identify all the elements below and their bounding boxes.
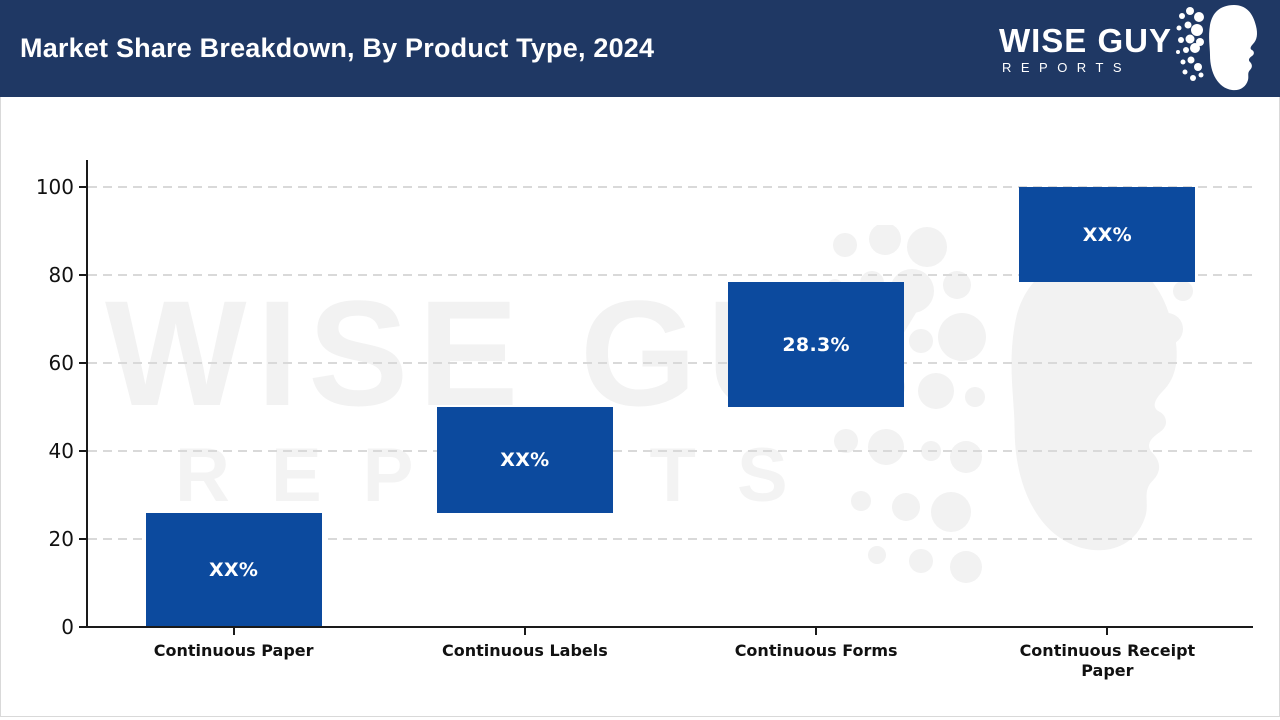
y-tick-mark-0 bbox=[79, 626, 87, 628]
y-tick-mark-80 bbox=[79, 274, 87, 276]
bar-value-label: 28.3% bbox=[782, 333, 850, 356]
bar-value-label: XX% bbox=[500, 448, 550, 471]
x-axis-line bbox=[86, 626, 1253, 628]
bar-value-label: XX% bbox=[209, 558, 259, 581]
gridline-20 bbox=[88, 538, 1253, 540]
gridline-60 bbox=[88, 362, 1253, 364]
page-title: Market Share Breakdown, By Product Type,… bbox=[20, 33, 655, 63]
header: Market Share Breakdown, By Product Type,… bbox=[0, 0, 1280, 97]
y-tick-mark-60 bbox=[79, 362, 87, 364]
bar-segment-3: XX% bbox=[1019, 187, 1196, 283]
x-tick-mark-3 bbox=[1106, 628, 1109, 635]
face-profile-dots-icon bbox=[1176, 4, 1257, 90]
x-category-label: Continuous Paper bbox=[153, 641, 314, 660]
logo-wordmark: WISE GUY bbox=[998, 21, 1172, 59]
logo-subtitle: REPORTS bbox=[1001, 59, 1132, 75]
y-tick-label-0: 0 bbox=[61, 615, 74, 639]
y-tick-label-80: 80 bbox=[48, 263, 74, 287]
bar-value-label: XX% bbox=[1082, 223, 1132, 246]
gridline-80 bbox=[88, 274, 1253, 276]
x-category-label: Continuous Receipt Paper bbox=[1019, 641, 1196, 680]
gridline-100 bbox=[88, 186, 1253, 188]
bar-segment-2: 28.3% bbox=[728, 282, 905, 407]
x-category-label: Continuous Forms bbox=[734, 641, 898, 660]
y-tick-label-20: 20 bbox=[48, 527, 74, 551]
x-tick-mark-2 bbox=[815, 628, 818, 635]
y-tick-mark-100 bbox=[79, 186, 87, 188]
x-tick-mark-1 bbox=[523, 628, 526, 635]
y-tick-mark-40 bbox=[79, 450, 87, 452]
y-tick-mark-20 bbox=[79, 538, 87, 540]
gridline-40 bbox=[88, 450, 1253, 452]
bar-segment-1: XX% bbox=[436, 407, 613, 513]
y-tick-label-100: 100 bbox=[35, 175, 74, 199]
y-tick-label-40: 40 bbox=[48, 439, 74, 463]
bar-segment-0: XX% bbox=[145, 512, 322, 627]
y-tick-label-60: 60 bbox=[48, 351, 74, 375]
x-category-label: Continuous Labels bbox=[441, 641, 608, 660]
x-tick-mark-0 bbox=[232, 628, 235, 635]
logo-text: WISE GUY REPORTS bbox=[999, 24, 1172, 74]
logo: WISE GUY REPORTS bbox=[999, 4, 1266, 94]
y-axis-line bbox=[86, 160, 88, 628]
